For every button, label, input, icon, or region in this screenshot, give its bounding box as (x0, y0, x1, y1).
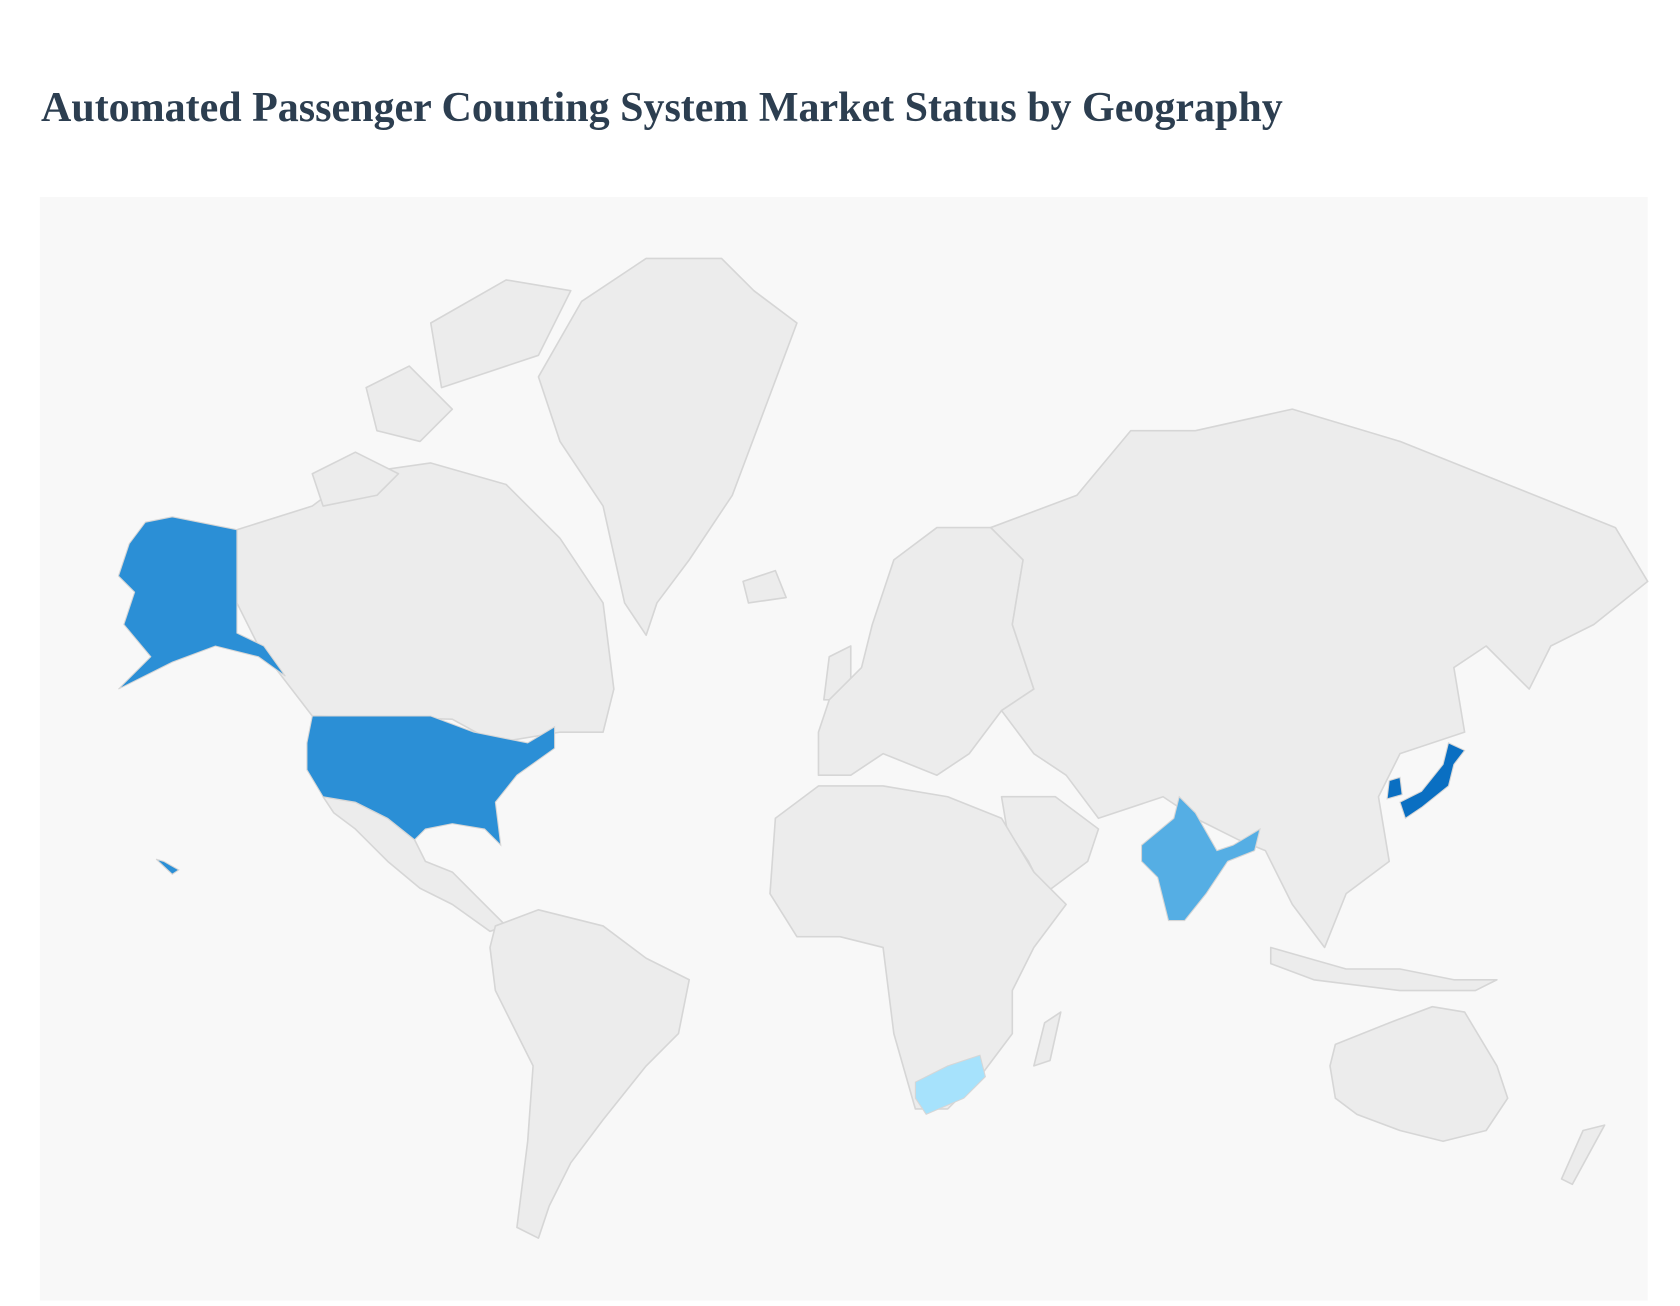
country-indonesia[interactable] (1269, 946, 1498, 992)
country-india[interactable] (1141, 795, 1261, 922)
country-madagascar[interactable] (1033, 1011, 1062, 1067)
country-south-america[interactable] (489, 908, 691, 1239)
country-greenland[interactable] (537, 257, 798, 637)
land-layer (236, 257, 1649, 1239)
country-asia[interactable] (989, 408, 1649, 949)
country-africa[interactable] (769, 785, 1067, 1110)
country-south-korea[interactable] (1386, 776, 1403, 800)
country-arctic-island-1[interactable] (311, 451, 400, 507)
country-united-states[interactable] (306, 715, 556, 847)
country-south-africa[interactable] (914, 1054, 986, 1116)
page-title: Automated Passenger Counting System Mark… (41, 85, 1283, 131)
country-canada[interactable] (236, 462, 615, 744)
country-arctic-island-3[interactable] (365, 365, 454, 443)
country-iceland[interactable] (742, 569, 787, 604)
country-arctic-island-2[interactable] (429, 279, 572, 389)
country-australia[interactable] (1329, 1005, 1509, 1143)
country-japan[interactable] (1399, 742, 1466, 820)
country-new-zealand[interactable] (1560, 1124, 1606, 1186)
highlighted-countries (117, 516, 1466, 1116)
country-united-states[interactable] (155, 858, 180, 875)
country-united-states[interactable] (117, 516, 286, 690)
